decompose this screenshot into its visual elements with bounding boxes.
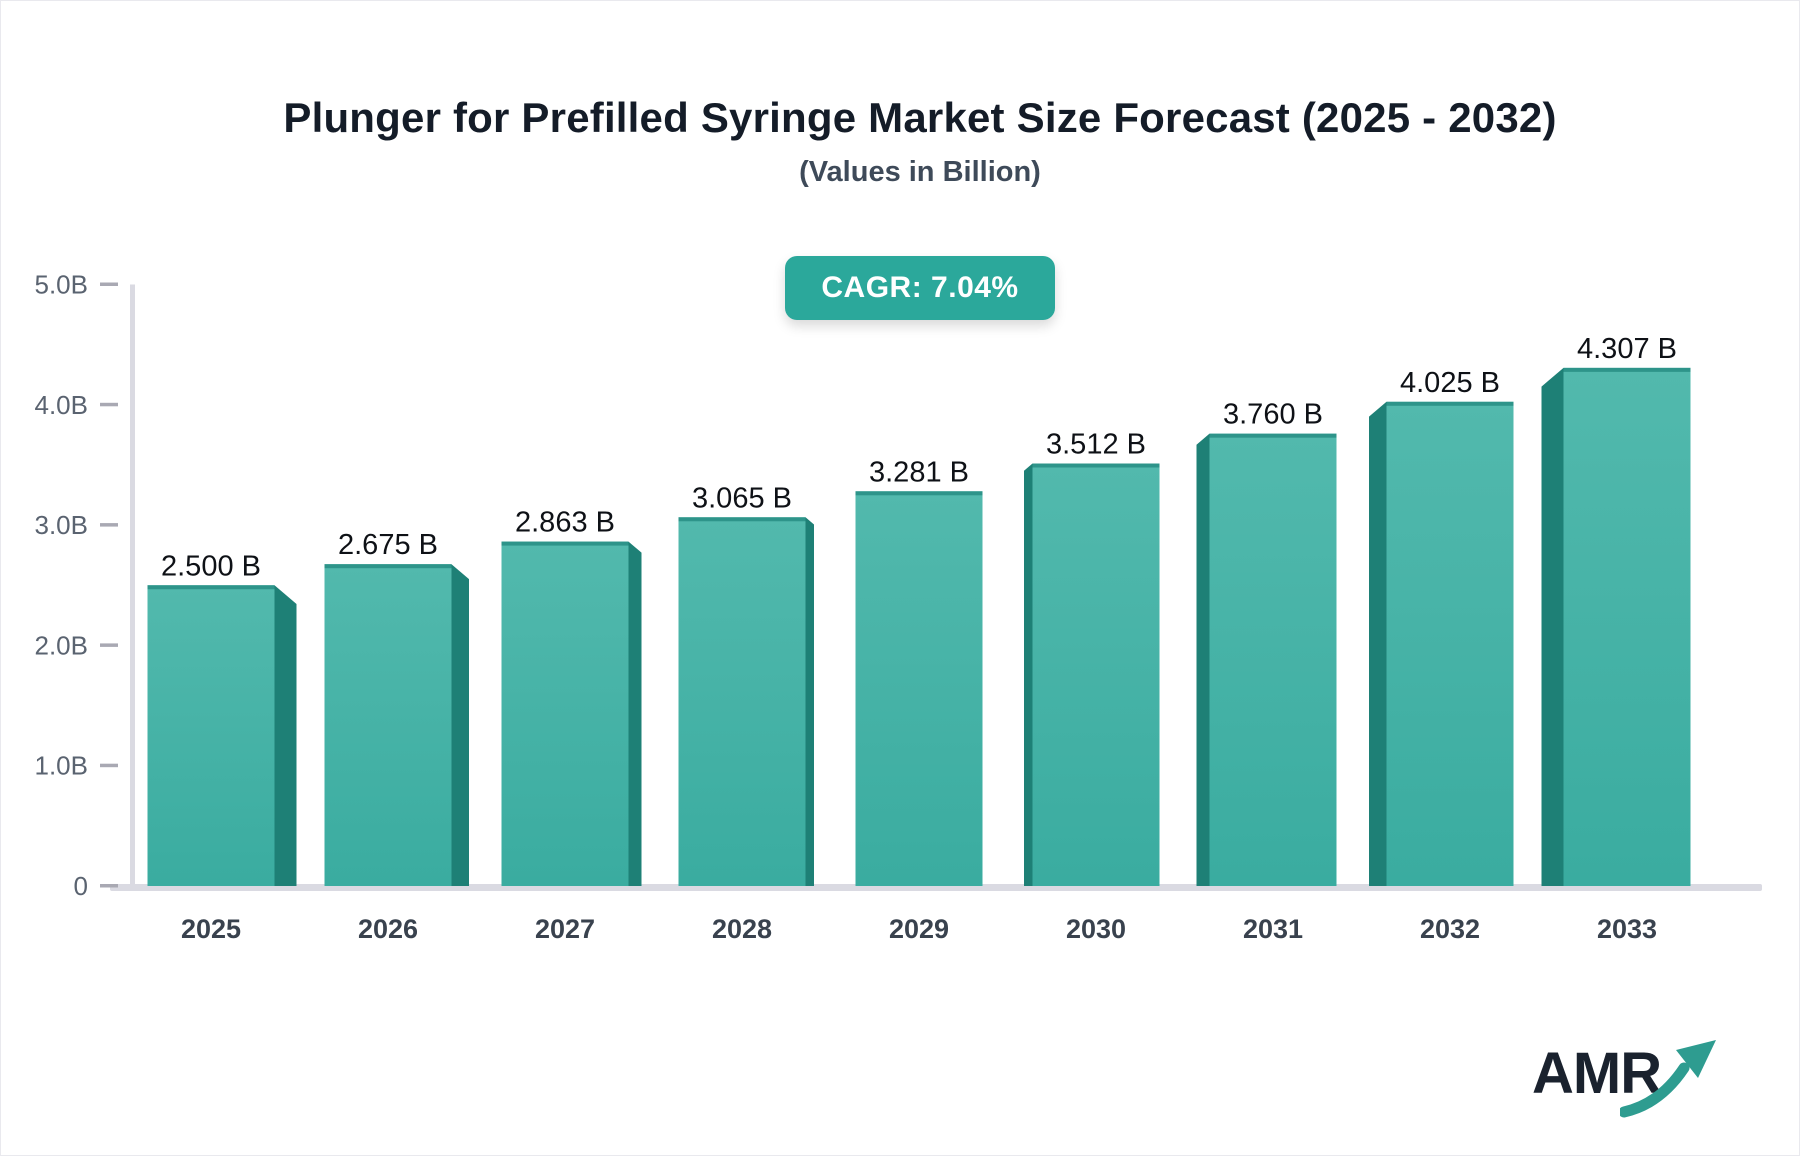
bar-side-face xyxy=(1369,401,1387,886)
bar-front-face xyxy=(1209,433,1337,886)
bar-2027: 2.863 B 2027 xyxy=(501,507,642,944)
bar-front-face xyxy=(1563,367,1691,886)
chart-subtitle: (Values in Billion) xyxy=(799,156,1041,188)
y-tick-label: 2.0B xyxy=(35,630,89,660)
y-tick-mark xyxy=(100,523,118,527)
x-axis-label: 2031 xyxy=(1243,914,1303,944)
trend-up-arrow-icon xyxy=(1620,1040,1716,1118)
bar-value-label: 3.760 B xyxy=(1223,399,1323,431)
bar-top-edge xyxy=(855,491,983,496)
y-tick-label: 1.0B xyxy=(35,751,89,781)
x-axis-label: 2028 xyxy=(712,914,772,944)
bar-side-face xyxy=(1024,463,1033,886)
bar-2026: 2.675 B 2026 xyxy=(324,529,469,944)
bar-front-face xyxy=(1386,401,1514,886)
bar-top-edge xyxy=(324,564,452,569)
x-axis-label: 2033 xyxy=(1597,914,1657,944)
bar-value-label: 4.307 B xyxy=(1577,333,1677,365)
bar-2031: 3.760 B 2031 xyxy=(1196,399,1337,944)
x-axis-label: 2026 xyxy=(358,914,418,944)
bar-front-face xyxy=(1032,463,1160,886)
bar-value-label: 2.675 B xyxy=(338,529,438,561)
bar-2029: 3.281 B 2029 xyxy=(855,456,983,944)
bar-value-label: 2.863 B xyxy=(515,507,615,539)
badge-row: CAGR: 7.04% xyxy=(0,256,1800,320)
bar-value-label: 4.025 B xyxy=(1400,367,1500,399)
bar-top-edge xyxy=(678,517,806,522)
bar-front-face xyxy=(855,491,983,886)
bar-value-label: 3.065 B xyxy=(692,482,792,514)
bar-top-edge xyxy=(501,541,629,546)
bar-2032: 4.025 B 2032 xyxy=(1369,367,1514,944)
y-tick-label: 0 xyxy=(74,871,88,901)
x-axis-label: 2032 xyxy=(1420,914,1480,944)
bar-top-edge xyxy=(147,585,275,590)
y-tick-label: 4.0B xyxy=(35,390,89,420)
bar-side-face xyxy=(274,585,297,886)
bar-2033: 4.307 B 2033 xyxy=(1541,333,1691,944)
y-tick-mark xyxy=(100,643,118,647)
x-axis-label: 2030 xyxy=(1066,914,1126,944)
bar-value-label: 3.281 B xyxy=(869,456,969,488)
bar-top-edge xyxy=(1386,401,1514,406)
bar-top-edge xyxy=(1563,367,1691,372)
bar-front-face xyxy=(678,517,806,886)
amr-logo-text: AMR xyxy=(1532,1041,1662,1106)
bar-front-face xyxy=(324,564,452,886)
bar-side-face xyxy=(805,517,814,886)
bar-side-face xyxy=(1196,433,1210,886)
x-axis-label: 2029 xyxy=(889,914,949,944)
chart-header: Plunger for Prefilled Syringe Market Siz… xyxy=(0,0,1800,189)
y-tick-label: 3.0B xyxy=(35,510,89,540)
x-axis-label: 2025 xyxy=(181,914,241,944)
x-axis-line xyxy=(110,884,1762,891)
bar-2030: 3.512 B 2030 xyxy=(1024,429,1160,944)
bar-front-face xyxy=(147,585,275,886)
bar-value-label: 3.512 B xyxy=(1046,429,1146,461)
bar-value-label: 2.500 B xyxy=(161,550,261,582)
bar-front-face xyxy=(501,541,629,886)
chart-title: Plunger for Prefilled Syringe Market Siz… xyxy=(283,94,1557,141)
amr-logo: AMR xyxy=(1532,1028,1722,1128)
y-tick-mark xyxy=(100,763,118,768)
y-tick-mark xyxy=(100,884,118,888)
bar-side-face xyxy=(451,564,469,886)
cagr-badge: CAGR: 7.04% xyxy=(785,256,1055,320)
bar-2025: 2.500 B 2025 xyxy=(147,550,297,944)
y-axis-line xyxy=(130,284,135,886)
x-axis-label: 2027 xyxy=(535,914,595,944)
y-tick-mark xyxy=(100,402,118,407)
bar-top-edge xyxy=(1209,433,1337,438)
bar-side-face xyxy=(1541,367,1564,886)
bar-2028: 3.065 B 2028 xyxy=(678,482,814,944)
bar-side-face xyxy=(628,541,642,886)
bar-top-edge xyxy=(1032,463,1160,468)
